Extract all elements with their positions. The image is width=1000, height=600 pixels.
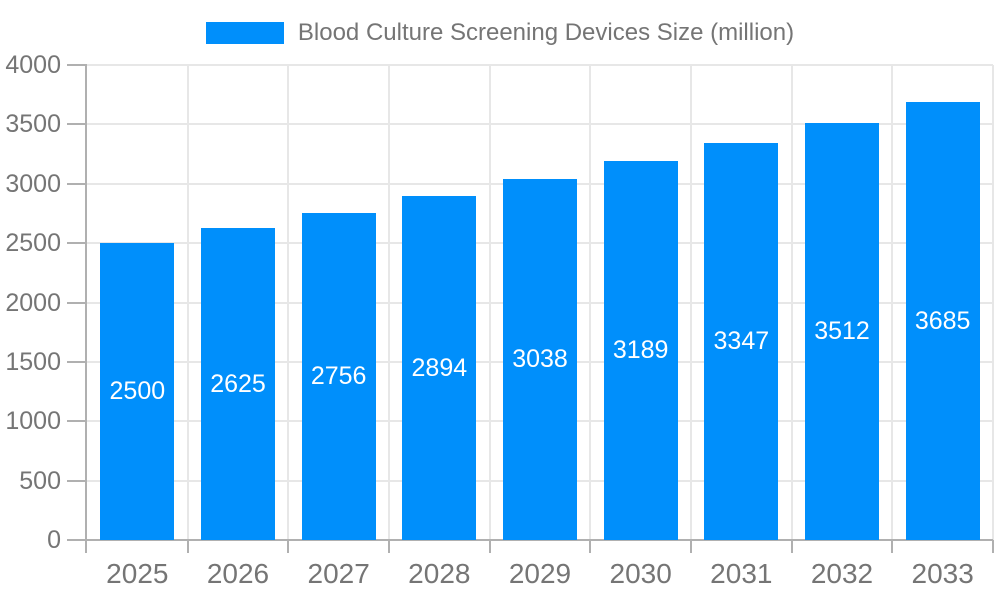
bar[interactable]: 2625 — [201, 228, 275, 540]
x-axis-tick — [287, 540, 290, 553]
bar-value-label: 3685 — [914, 306, 971, 335]
x-axis-tick-label: 2031 — [710, 558, 773, 589]
bar[interactable]: 3189 — [603, 161, 678, 540]
gridline-horizontal — [87, 123, 993, 126]
x-axis-tick — [690, 540, 692, 553]
x-axis-tick — [388, 540, 390, 553]
legend-swatch-icon — [205, 22, 284, 44]
y-axis-tick — [67, 123, 87, 126]
x-axis-tick-label: 2033 — [911, 558, 974, 589]
x-axis-tick-label: 2027 — [307, 558, 370, 589]
x-axis-tick — [790, 540, 793, 553]
bar[interactable]: 3685 — [905, 102, 980, 540]
x-axis-tick — [992, 540, 994, 553]
y-axis-tick — [67, 360, 87, 363]
y-axis-tick-label: 3500 — [5, 110, 61, 139]
gridline-vertical — [790, 65, 793, 540]
x-axis-tick-label: 2029 — [508, 558, 572, 589]
x-axis-tick-label: 2025 — [106, 558, 169, 589]
bar-value-label: 3347 — [713, 326, 770, 355]
bar-value-label: 2500 — [109, 377, 166, 406]
bar[interactable]: 2500 — [100, 243, 175, 540]
y-axis-tick — [67, 242, 87, 245]
gridline-vertical — [488, 65, 491, 540]
bar[interactable]: 2756 — [301, 212, 376, 540]
bar[interactable]: 3347 — [704, 142, 779, 540]
bar-value-label: 2625 — [210, 369, 266, 398]
x-axis-tick — [488, 540, 491, 553]
bar-value-label: 3189 — [612, 336, 669, 365]
bar[interactable]: 3038 — [503, 179, 577, 540]
x-axis-tick — [891, 540, 894, 553]
y-axis-tick — [67, 301, 87, 304]
x-axis-tick — [186, 540, 189, 553]
y-axis-tick-label: 1000 — [5, 407, 61, 436]
y-axis-tick-label: 2000 — [5, 288, 61, 317]
x-axis-tick — [589, 540, 592, 553]
bar-value-label: 2894 — [411, 353, 468, 382]
gridline-vertical — [287, 65, 290, 540]
bar-value-label: 3512 — [814, 316, 870, 345]
y-axis-tick-label: 2500 — [5, 229, 61, 258]
y-axis-tick — [67, 64, 87, 66]
y-axis-tick-label: 1500 — [5, 347, 61, 376]
y-axis-tick — [67, 182, 87, 185]
gridline-vertical — [186, 65, 189, 540]
gridline-vertical — [992, 65, 994, 540]
y-axis-tick-label: 500 — [19, 466, 61, 495]
x-axis-tick-label: 2032 — [810, 558, 874, 589]
bar[interactable]: 3512 — [805, 122, 879, 540]
bar-value-label: 2756 — [310, 361, 367, 390]
x-axis-tick-label: 2028 — [408, 558, 471, 589]
gridline-vertical — [891, 65, 894, 540]
y-axis-tick-label: 0 — [47, 526, 61, 554]
x-axis-tick-label: 2030 — [609, 558, 672, 589]
bar[interactable]: 2894 — [402, 196, 477, 540]
x-axis-line — [67, 539, 993, 541]
y-axis-tick — [67, 479, 87, 482]
gridline-vertical — [690, 65, 692, 540]
gridline-vertical — [589, 65, 592, 540]
y-axis-tick — [67, 420, 87, 423]
y-axis-tick-label: 4000 — [5, 51, 61, 79]
y-axis-line — [85, 65, 87, 553]
bar-value-label: 3038 — [512, 345, 568, 374]
x-axis-tick-label: 2026 — [206, 558, 270, 589]
y-axis-tick-label: 3000 — [5, 169, 61, 198]
legend[interactable]: Blood Culture Screening Devices Size (mi… — [0, 20, 1000, 46]
gridline-horizontal — [87, 64, 993, 66]
legend-label: Blood Culture Screening Devices Size (mi… — [297, 19, 795, 46]
gridline-vertical — [388, 65, 390, 540]
